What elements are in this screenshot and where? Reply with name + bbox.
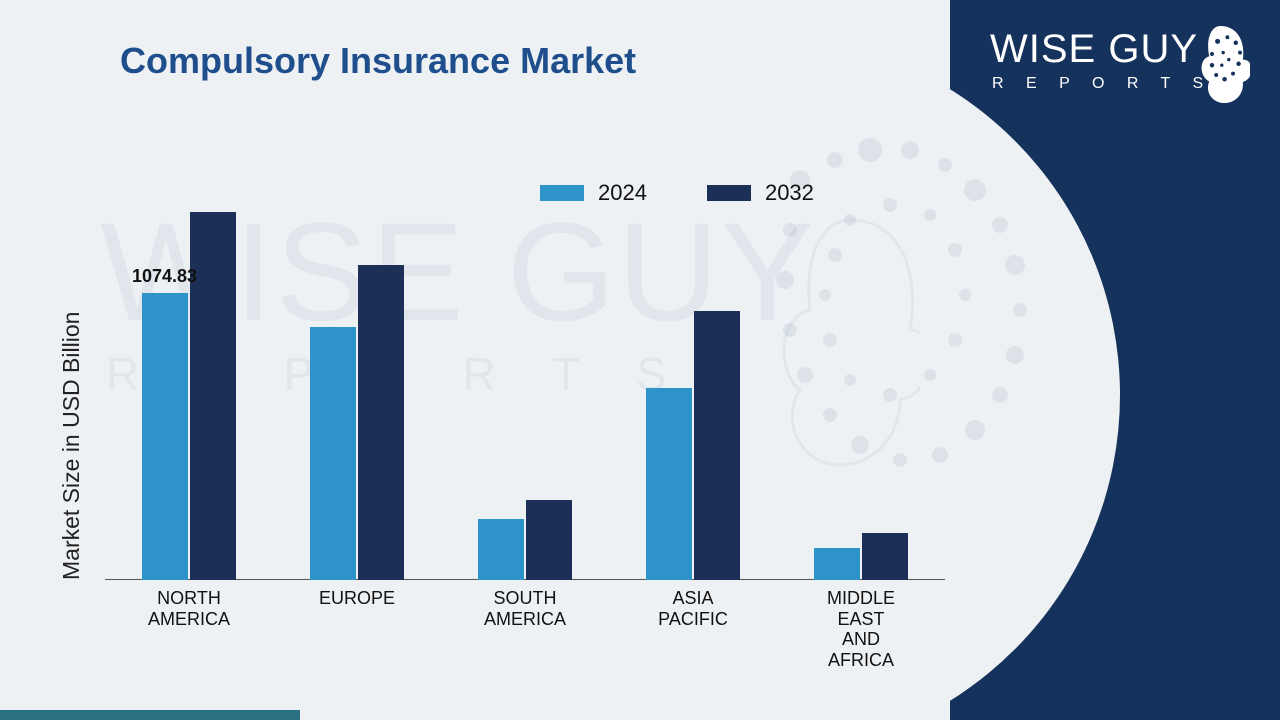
bar-2024-asia-pacific bbox=[646, 388, 692, 580]
bar-2024-south-america bbox=[478, 519, 524, 580]
bar-2032-asia-pacific bbox=[694, 311, 740, 580]
bar-2024-north-america bbox=[142, 293, 188, 580]
category-label: SOUTHAMERICA bbox=[450, 588, 600, 629]
bar-2024-middle-east-and-africa bbox=[814, 548, 860, 580]
bar-chart: NORTHAMERICAEUROPESOUTHAMERICAASIAPACIFI… bbox=[105, 180, 945, 580]
svg-text:WISE GUY: WISE GUY bbox=[990, 27, 1198, 71]
bar-2032-middle-east-and-africa bbox=[862, 533, 908, 580]
category-label: EUROPE bbox=[282, 588, 432, 609]
y-axis-label: Market Size in USD Billion bbox=[58, 312, 85, 580]
bar-2024-europe bbox=[310, 327, 356, 580]
bar-2032-europe bbox=[358, 265, 404, 580]
category-label: ASIAPACIFIC bbox=[618, 588, 768, 629]
brand-logo: WISE GUY R E P O R T S bbox=[990, 20, 1250, 135]
chart-title: Compulsory Insurance Market bbox=[120, 40, 636, 82]
bottom-accent-bar bbox=[0, 710, 300, 720]
category-label: MIDDLEEASTANDAFRICA bbox=[786, 588, 936, 671]
category-label: NORTHAMERICA bbox=[114, 588, 264, 629]
bar-2032-south-america bbox=[526, 500, 572, 580]
svg-text:R E P O R T S: R E P O R T S bbox=[992, 75, 1212, 92]
value-label: 1074.83 bbox=[132, 266, 197, 287]
